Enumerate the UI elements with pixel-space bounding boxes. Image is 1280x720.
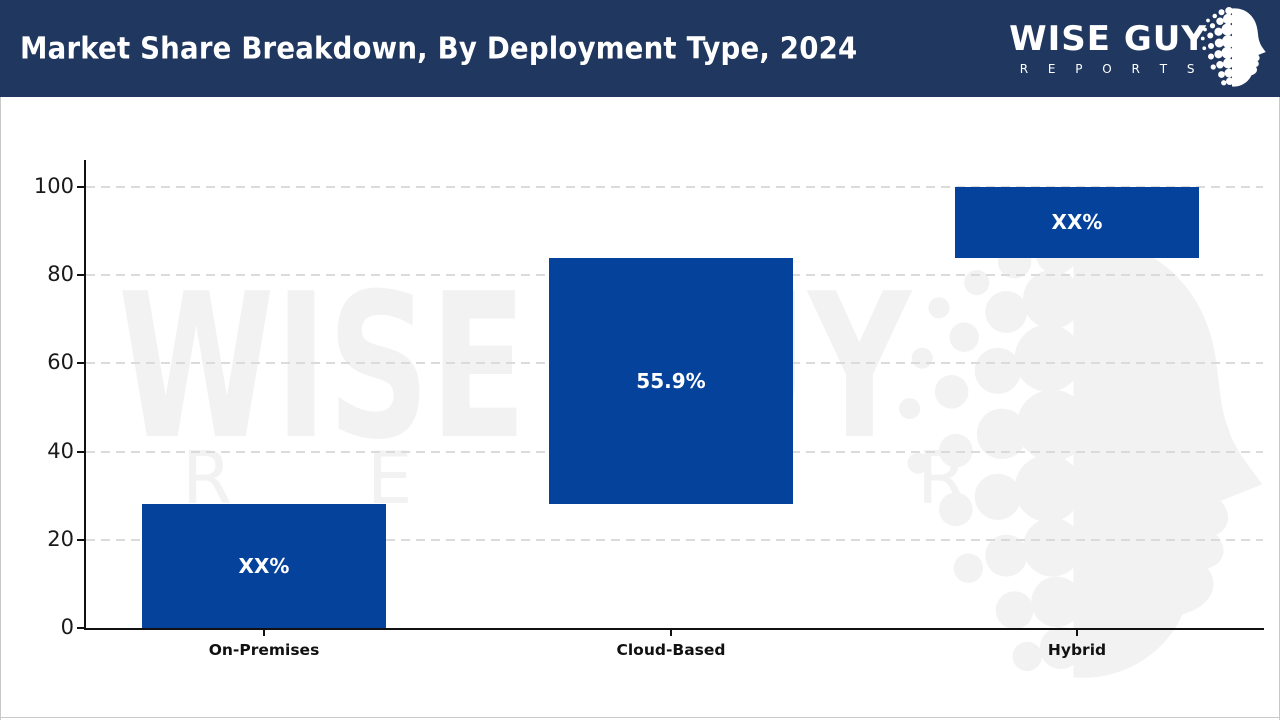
x-axis-line: [84, 628, 1264, 630]
brand-wordmark-block: WISE GUY R E P O R T S: [1009, 19, 1207, 76]
bar-on-premises: XX%: [142, 504, 386, 628]
page-border-left: [0, 97, 1, 720]
x-tick-1: [670, 628, 672, 636]
bar-cloud-based: 55.9%: [549, 257, 793, 505]
brand-subtext: R E P O R T S: [1019, 62, 1203, 76]
gridline-20: [86, 538, 1263, 541]
y-tick-label-40: 40: [47, 438, 74, 463]
page-title: Market Share Breakdown, By Deployment Ty…: [20, 31, 858, 66]
y-tick-label-80: 80: [47, 262, 74, 287]
bar-value-label: XX%: [1051, 210, 1103, 235]
header-bar: Market Share Breakdown, By Deployment Ty…: [0, 0, 1280, 97]
y-tick-20: [77, 538, 85, 541]
bar-hybrid: XX%: [955, 187, 1199, 258]
page-border-bottom: [0, 717, 1280, 718]
y-tick-100: [77, 186, 85, 188]
x-tick-2: [1076, 628, 1078, 636]
x-category-label-on-premises: On-Premises: [208, 641, 320, 659]
bar-value-label: XX%: [238, 554, 290, 579]
y-tick-label-100: 100: [33, 174, 74, 198]
y-tick-40: [77, 450, 85, 453]
y-tick-0: [77, 627, 85, 629]
y-tick-label-20: 20: [47, 526, 74, 551]
y-tick-60: [77, 362, 85, 365]
y-tick-80: [77, 274, 85, 277]
x-category-label-cloud-based: Cloud-Based: [616, 641, 726, 659]
brand-wordmark: WISE GUY: [1009, 19, 1207, 59]
x-category-label-hybrid: Hybrid: [1047, 641, 1107, 659]
gridline-100: [86, 186, 1263, 188]
y-tick-label-60: 60: [47, 350, 74, 375]
y-tick-label-0: 0: [60, 615, 74, 639]
brand-logo: WISE GUY R E P O R T S: [1009, 6, 1268, 89]
y-axis-line: [84, 160, 86, 630]
x-tick-0: [263, 628, 265, 636]
bar-value-label: 55.9%: [636, 368, 706, 393]
